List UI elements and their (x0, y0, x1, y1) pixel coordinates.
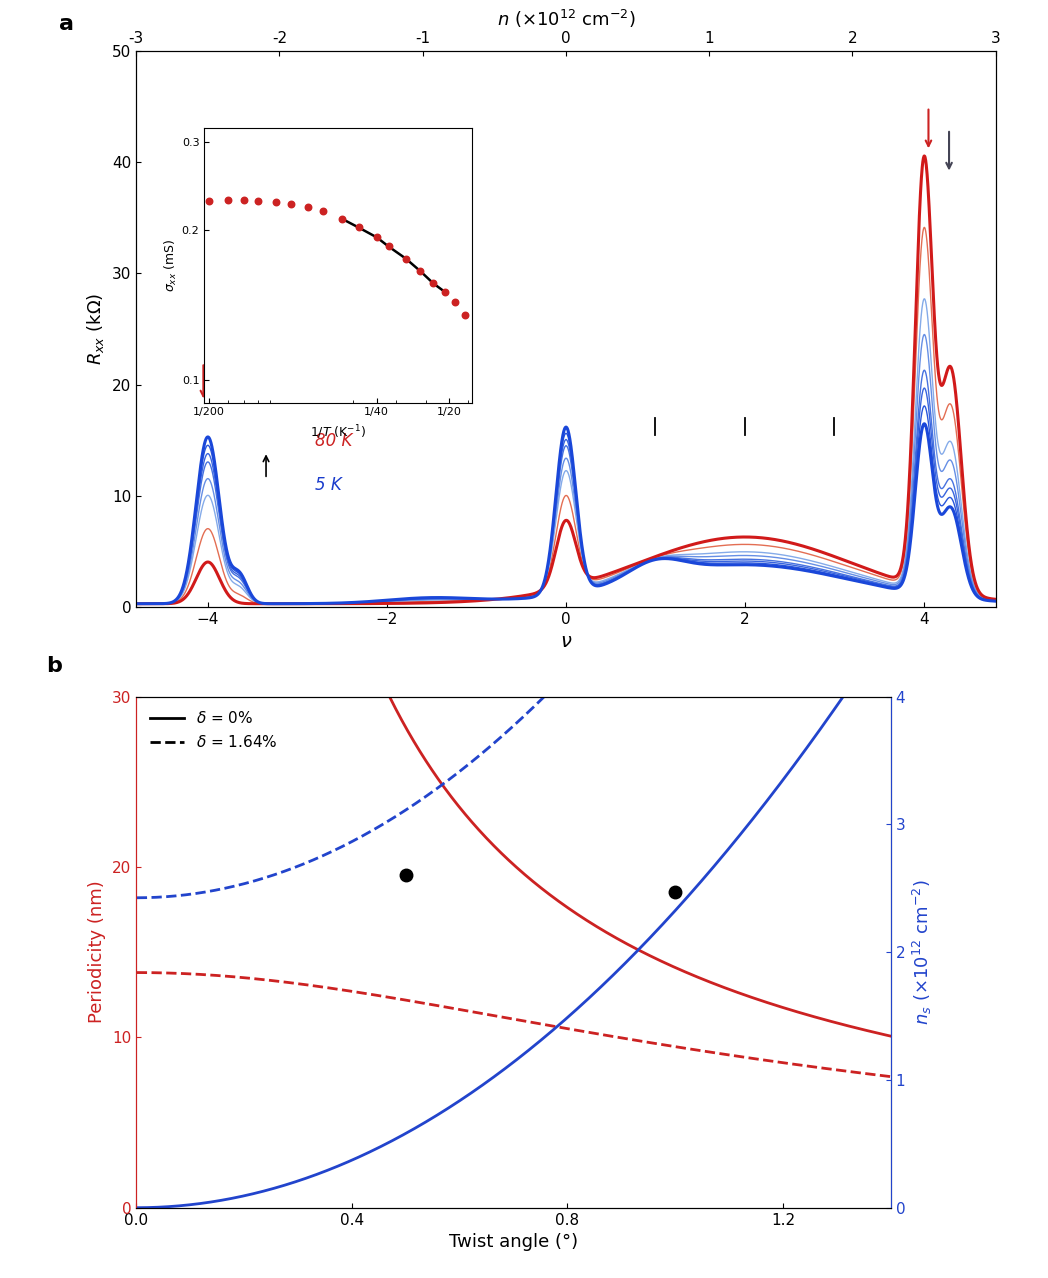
Point (200, 190, 217, 211)
Point (283, 194, 300, 215)
Point (236, 190, 253, 211)
Point (397, 248, 414, 268)
Text: 80 K: 80 K (315, 432, 352, 450)
Y-axis label: $\sigma_{xx}$ (mS): $\sigma_{xx}$ (mS) (162, 239, 179, 291)
Point (412, 261, 429, 281)
Point (315, 201, 332, 221)
X-axis label: $\nu$: $\nu$ (560, 633, 572, 652)
Point (446, 293, 463, 313)
X-axis label: 1/$T$ (K$^{-1}$): 1/$T$ (K$^{-1}$) (310, 423, 366, 441)
X-axis label: $n$ ($\times$10$^{12}$ cm$^{-2}$): $n$ ($\times$10$^{12}$ cm$^{-2}$) (497, 8, 635, 29)
Point (436, 281, 453, 302)
Y-axis label: $R_{xx}$ (k$\Omega$): $R_{xx}$ (k$\Omega$) (86, 293, 107, 366)
Y-axis label: Periodicity (nm): Periodicity (nm) (88, 881, 107, 1024)
Legend: $\delta$ = 0%, $\delta$ = 1.64%: $\delta$ = 0%, $\delta$ = 1.64% (144, 704, 283, 757)
Point (380, 236, 397, 257)
Point (425, 273, 442, 294)
Point (334, 208, 351, 229)
Point (456, 304, 473, 325)
Point (350, 217, 367, 238)
Point (368, 227, 385, 248)
Text: 5 K: 5 K (315, 477, 342, 495)
Point (219, 190, 236, 211)
Point (249, 190, 266, 211)
X-axis label: Twist angle (°): Twist angle (°) (449, 1233, 578, 1251)
Point (267, 192, 284, 212)
Y-axis label: $n_s$ ($\times$10$^{12}$ cm$^{-2}$): $n_s$ ($\times$10$^{12}$ cm$^{-2}$) (911, 879, 934, 1025)
Point (300, 197, 316, 217)
Text: b: b (46, 656, 62, 676)
Text: a: a (59, 14, 74, 35)
